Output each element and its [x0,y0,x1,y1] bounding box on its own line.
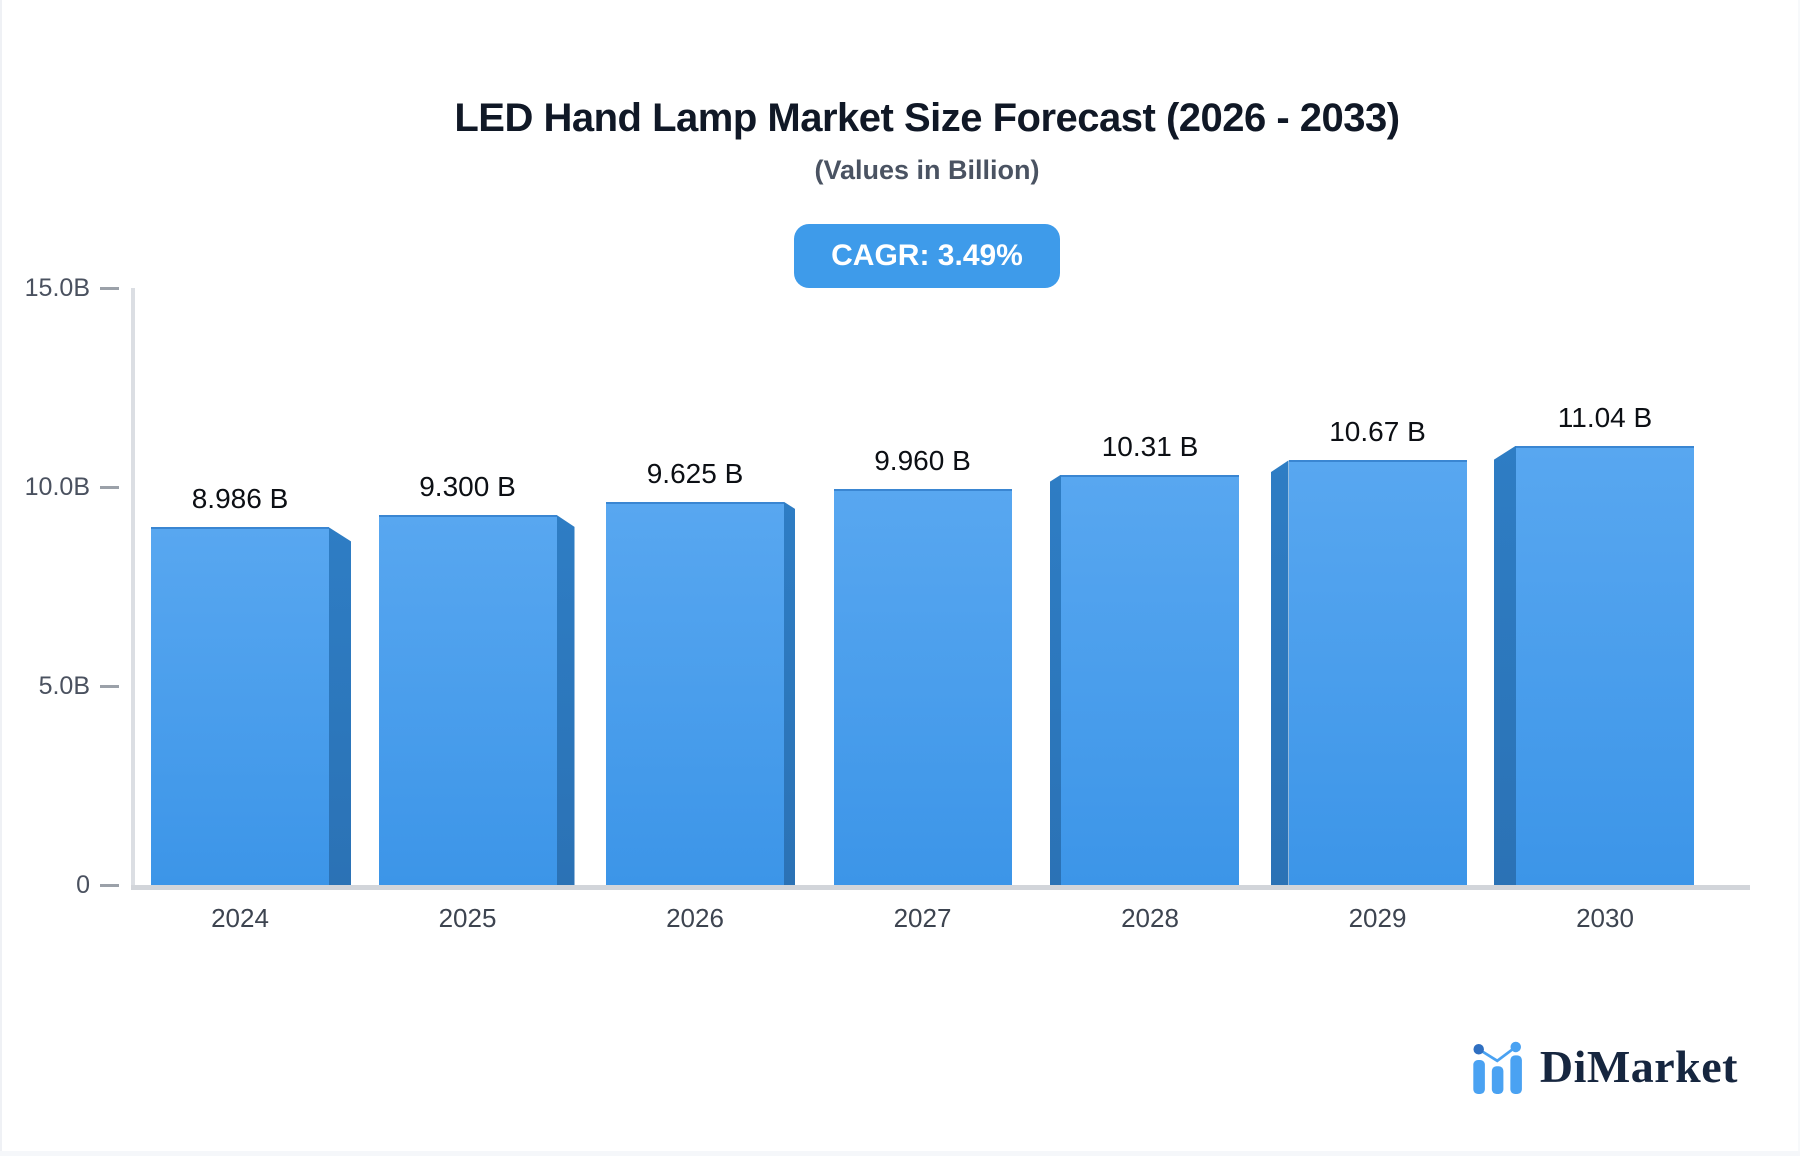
x-tick-label: 2025 [438,903,497,933]
x-axis-line [131,885,1750,890]
bar-value-label: 9.960 B [874,444,971,476]
bar-value-label: 11.04 B [1557,401,1653,433]
page-edge-left [0,0,2,1156]
x-tick-label: 2024 [211,903,269,933]
bar-2026 [606,501,784,885]
y-tick-dash [100,684,119,688]
y-tick-dash [100,883,119,887]
chart-title: LED Hand Lamp Market Size Forecast (2026… [454,96,1400,140]
cagr-badge: CAGR: 3.49% [794,224,1060,288]
bar-2028 [1061,474,1239,885]
bar-side-face [556,514,575,885]
page-edge-right [1798,0,1800,1156]
page-edge-bottom [0,1151,1800,1156]
y-tick-label: 0 [76,871,90,899]
y-tick-dash [100,286,119,290]
bar-value-label: 10.31 B [1101,430,1199,462]
y-tick-label: 5.0B [38,672,90,700]
bar-value-label: 9.625 B [646,457,744,489]
bar-2027 [833,488,1012,885]
bar-2025 [378,514,557,885]
logo-text: DiMarket [1539,1041,1738,1092]
y-axis-line [131,288,135,885]
dimarket-logo: DiMarket [1470,1040,1738,1094]
bar-2024 [151,527,329,885]
bar-side-face [784,501,795,885]
bar-value-label: 9.300 B [419,470,516,502]
bar-2030 [1516,445,1694,885]
bar-side-face [1270,460,1289,885]
x-tick-label: 2028 [1121,903,1179,933]
y-tick-label: 15.0B [24,274,90,302]
bar-chart-icon [1473,1041,1522,1094]
x-tick-label: 2029 [1348,903,1407,933]
y-tick-label: 10.0B [24,473,90,501]
bar-2029 [1288,460,1467,885]
bar-side-face [1494,445,1516,885]
chart-subtitle: (Values in Billion) [814,155,1040,185]
x-tick-label: 2030 [1576,903,1634,933]
chart-header: LED Hand Lamp Market Size Forecast (2026… [54,0,1800,288]
x-tick-label: 2026 [666,903,724,933]
bar-side-face [329,527,351,885]
bar-side-face [1050,474,1061,885]
y-tick-dash [100,485,119,489]
bar-value-label: 10.67 B [1329,416,1426,448]
x-tick-label: 2027 [893,903,952,933]
bar-value-label: 8.986 B [191,483,289,515]
